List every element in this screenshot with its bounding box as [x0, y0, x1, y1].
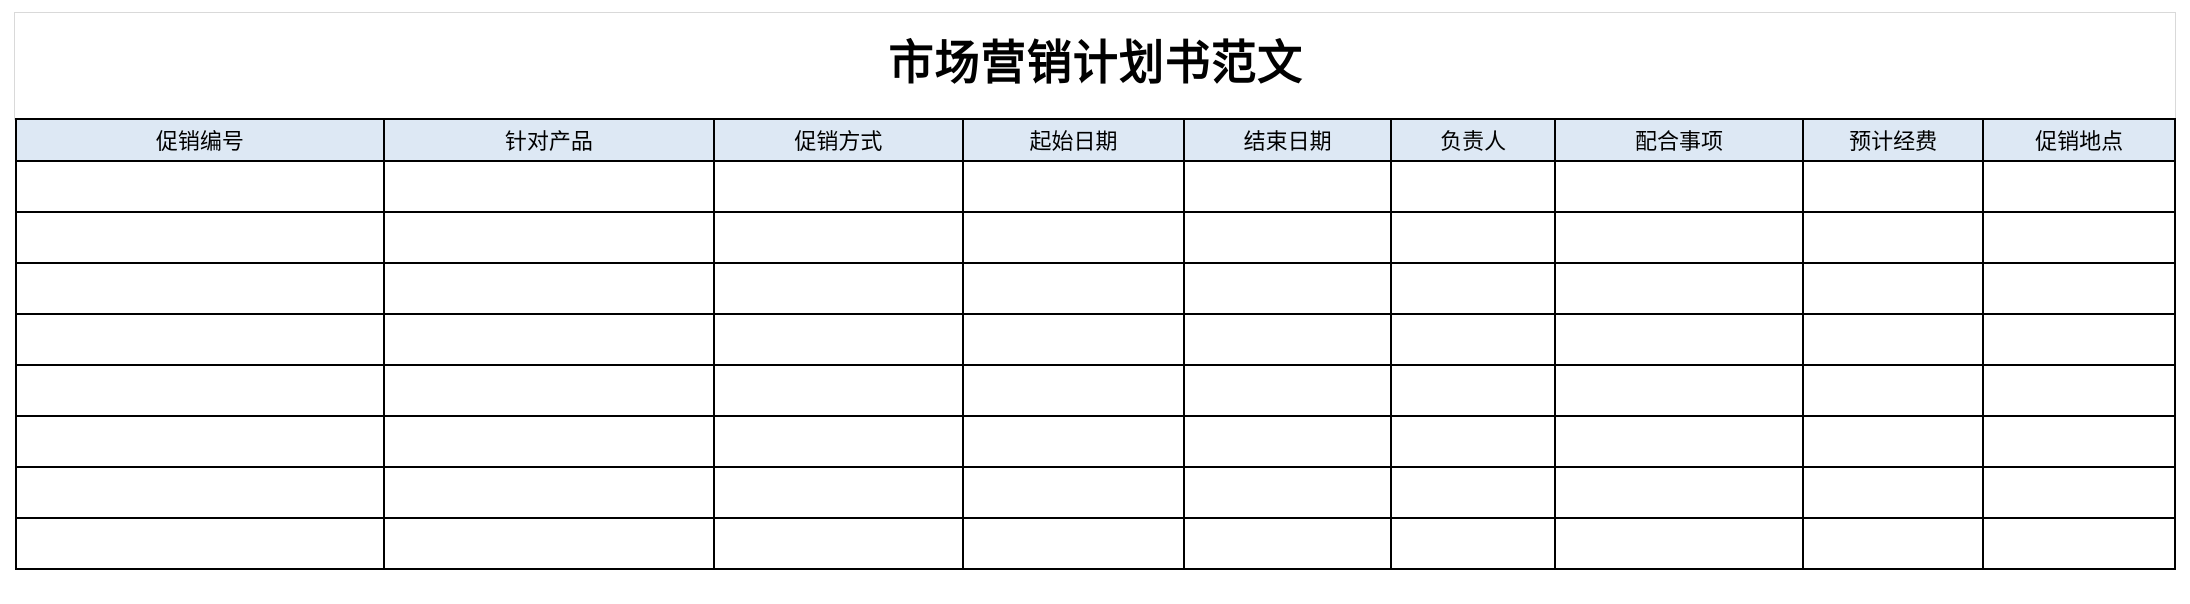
table-row	[15, 160, 2176, 213]
table-cell[interactable]	[1183, 466, 1393, 519]
table-cell[interactable]	[713, 313, 964, 366]
table-cell[interactable]	[382, 313, 716, 366]
promotion-plan-table-wrapper: 促销编号 针对产品 促销方式 起始日期 结束日期 负责人 配合事项 预计经费 促…	[15, 118, 2176, 570]
table-row	[15, 517, 2176, 570]
table-cell[interactable]	[1183, 517, 1393, 570]
table-cell[interactable]	[1390, 211, 1557, 264]
table-cell[interactable]	[1982, 313, 2176, 366]
table-cell[interactable]	[1390, 415, 1557, 468]
table-cell[interactable]	[1554, 364, 1804, 417]
table-cell[interactable]	[1554, 211, 1804, 264]
table-cell[interactable]	[961, 517, 1186, 570]
table-cell[interactable]	[961, 160, 1186, 213]
table-cell[interactable]	[1390, 466, 1557, 519]
table-cell[interactable]	[961, 313, 1186, 366]
column-header-start-date[interactable]: 起始日期	[961, 118, 1186, 162]
table-cell[interactable]	[15, 415, 385, 468]
table-cell[interactable]	[1982, 517, 2176, 570]
page-title: 市场营销计划书范文	[888, 36, 1304, 92]
table-row	[15, 466, 2176, 519]
table-cell[interactable]	[15, 160, 385, 213]
table-cell[interactable]	[1982, 211, 2176, 264]
table-cell[interactable]	[382, 262, 716, 315]
table-cell[interactable]	[382, 517, 716, 570]
column-header-promotion-id[interactable]: 促销编号	[15, 118, 385, 162]
column-header-end-date[interactable]: 结束日期	[1183, 118, 1393, 162]
table-cell[interactable]	[1982, 160, 2176, 213]
table-cell[interactable]	[1554, 160, 1804, 213]
table-cell[interactable]	[1982, 415, 2176, 468]
table-cell[interactable]	[713, 466, 964, 519]
table-cell[interactable]	[713, 262, 964, 315]
table-cell[interactable]	[382, 160, 716, 213]
table-cell[interactable]	[713, 415, 964, 468]
table-row	[15, 262, 2176, 315]
table-cell[interactable]	[961, 415, 1186, 468]
table-cell[interactable]	[1183, 211, 1393, 264]
column-header-estimated-budget[interactable]: 预计经费	[1801, 118, 1985, 162]
table-cell[interactable]	[1982, 262, 2176, 315]
table-cell[interactable]	[1801, 160, 1985, 213]
table-cell[interactable]	[15, 364, 385, 417]
table-row	[15, 313, 2176, 366]
table-cell[interactable]	[1554, 517, 1804, 570]
table-cell[interactable]	[1183, 364, 1393, 417]
table-cell[interactable]	[713, 211, 964, 264]
table-cell[interactable]	[1183, 313, 1393, 366]
table-row	[15, 211, 2176, 264]
column-header-owner[interactable]: 负责人	[1390, 118, 1557, 162]
table-cell[interactable]	[15, 517, 385, 570]
table-cell[interactable]	[1801, 262, 1985, 315]
table-cell[interactable]	[1554, 313, 1804, 366]
table-cell[interactable]	[713, 160, 964, 213]
table-cell[interactable]	[1801, 517, 1985, 570]
table-cell[interactable]	[1982, 466, 2176, 519]
table-cell[interactable]	[1554, 466, 1804, 519]
table-cell[interactable]	[1183, 262, 1393, 315]
table-cell[interactable]	[15, 262, 385, 315]
table-cell[interactable]	[1801, 313, 1985, 366]
table-cell[interactable]	[1801, 364, 1985, 417]
table-cell[interactable]	[382, 415, 716, 468]
table-cell[interactable]	[382, 364, 716, 417]
table-row	[15, 364, 2176, 417]
table-cell[interactable]	[961, 211, 1186, 264]
table-cell[interactable]	[15, 211, 385, 264]
table-cell[interactable]	[713, 517, 964, 570]
table-cell[interactable]	[1801, 211, 1985, 264]
table-cell[interactable]	[961, 364, 1186, 417]
table-cell[interactable]	[961, 262, 1186, 315]
table-cell[interactable]	[1390, 517, 1557, 570]
table-header: 促销编号 针对产品 促销方式 起始日期 结束日期 负责人 配合事项 预计经费 促…	[15, 118, 2176, 162]
table-cell[interactable]	[15, 313, 385, 366]
title-area: 市场营销计划书范文	[16, 14, 2176, 114]
table-cell[interactable]	[382, 211, 716, 264]
column-header-coordination-items[interactable]: 配合事项	[1554, 118, 1804, 162]
table-cell[interactable]	[961, 466, 1186, 519]
table-cell[interactable]	[1390, 364, 1557, 417]
column-header-promotion-method[interactable]: 促销方式	[713, 118, 964, 162]
column-header-promotion-location[interactable]: 促销地点	[1982, 118, 2176, 162]
table-cell[interactable]	[1801, 415, 1985, 468]
table-body	[15, 160, 2176, 570]
promotion-plan-table: 促销编号 针对产品 促销方式 起始日期 结束日期 负责人 配合事项 预计经费 促…	[15, 118, 2176, 570]
table-cell[interactable]	[1554, 262, 1804, 315]
table-cell[interactable]	[15, 466, 385, 519]
table-cell[interactable]	[1390, 262, 1557, 315]
table-header-row: 促销编号 针对产品 促销方式 起始日期 结束日期 负责人 配合事项 预计经费 促…	[15, 118, 2176, 162]
table-cell[interactable]	[1183, 160, 1393, 213]
table-cell[interactable]	[1390, 160, 1557, 213]
table-cell[interactable]	[1554, 415, 1804, 468]
table-cell[interactable]	[713, 364, 964, 417]
table-row	[15, 415, 2176, 468]
table-cell[interactable]	[1982, 364, 2176, 417]
column-header-target-product[interactable]: 针对产品	[382, 118, 716, 162]
table-cell[interactable]	[1390, 313, 1557, 366]
table-cell[interactable]	[1183, 415, 1393, 468]
table-cell[interactable]	[1801, 466, 1985, 519]
table-cell[interactable]	[382, 466, 716, 519]
